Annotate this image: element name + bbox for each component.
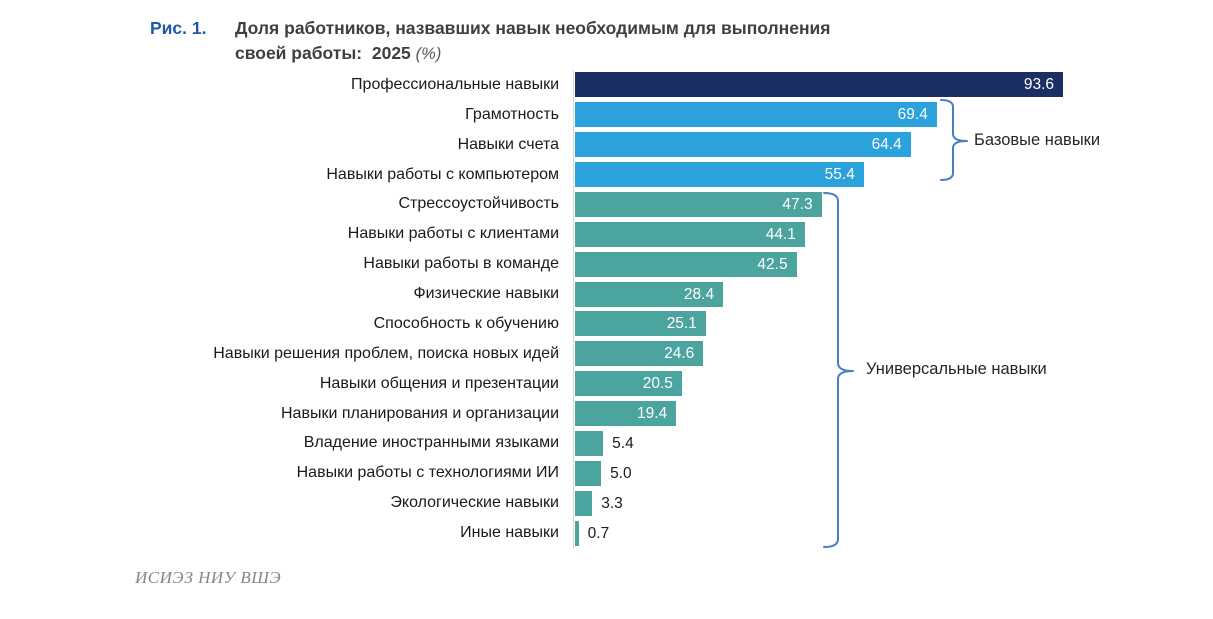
bar-track: 55.4 bbox=[575, 162, 1213, 188]
bar bbox=[575, 490, 593, 516]
bar-track: 44.1 bbox=[575, 221, 1213, 247]
bar: 44.1 bbox=[575, 221, 805, 247]
bar bbox=[575, 460, 602, 486]
value-label: 44.1 bbox=[765, 225, 796, 243]
source-attribution: ИСИЭЗ НИУ ВШЭ bbox=[135, 568, 282, 587]
value-label: 69.4 bbox=[897, 106, 928, 124]
value-label: 25.1 bbox=[666, 315, 697, 333]
bar: 42.5 bbox=[575, 251, 797, 277]
value-label: 24.6 bbox=[664, 345, 695, 363]
value-label: 55.4 bbox=[824, 166, 855, 184]
category-label: Профессиональные навыки bbox=[351, 75, 559, 93]
bar: 55.4 bbox=[575, 162, 864, 188]
bar bbox=[575, 430, 604, 456]
figure-title-line2-text: своей работы: 2025 bbox=[235, 43, 411, 63]
bar-row: Физические навыки 28.4 bbox=[0, 279, 1213, 309]
value-label: 19.4 bbox=[636, 405, 668, 423]
universal-skills-group-label: Универсальные навыки bbox=[866, 360, 1047, 378]
bar-row: Профессиональные навыки 93.6 bbox=[0, 70, 1213, 100]
category-label: Навыки решения проблем, поиска новых иде… bbox=[213, 344, 559, 362]
category-label: Навыки планирования и организации bbox=[280, 404, 559, 422]
basic-skills-bracket bbox=[940, 99, 968, 181]
bar-row: Навыки работы с технологиями ИИ 5.0 bbox=[0, 458, 1213, 488]
figure-number: Рис. 1. bbox=[150, 18, 207, 38]
category-label: Экологические навыки bbox=[390, 494, 559, 512]
bar: 19.4 bbox=[575, 401, 677, 427]
bar: 64.4 bbox=[575, 132, 911, 158]
figure-title-line1: Доля работников, назвавших навык необход… bbox=[235, 18, 831, 38]
bar-track: 25.1 bbox=[575, 311, 1213, 337]
bar-track: 0.7 bbox=[575, 520, 1213, 546]
bar: 24.6 bbox=[575, 341, 704, 367]
bar bbox=[575, 520, 579, 546]
bar-track: 5.0 bbox=[575, 460, 1213, 486]
bar-row: Навыки общения и презентации 20.5 bbox=[0, 369, 1213, 399]
category-label: Иные навыки bbox=[460, 524, 559, 542]
figure-unit: (%) bbox=[415, 45, 442, 63]
category-label: Навыки работы с технологиями ИИ bbox=[296, 464, 559, 482]
bar-track: 3.3 bbox=[575, 490, 1213, 516]
bar-track: 93.6 bbox=[575, 72, 1213, 98]
value-label: 42.5 bbox=[757, 255, 788, 273]
bar: 25.1 bbox=[575, 311, 706, 337]
bar-row: Грамотность 69.4 bbox=[0, 100, 1213, 130]
figure-title: Рис. 1. Доля работников, назвавших навык… bbox=[150, 16, 830, 67]
bar-row: Способность к обучению 25.1 bbox=[0, 309, 1213, 339]
bar: 20.5 bbox=[575, 371, 682, 397]
category-label: Владение иностранными языками bbox=[303, 434, 559, 452]
category-label: Навыки работы с клиентами bbox=[347, 225, 559, 243]
bar-track: 64.4 bbox=[575, 132, 1213, 158]
value-label: 47.3 bbox=[782, 195, 813, 213]
bar-row: Навыки работы в команде 42.5 bbox=[0, 249, 1213, 279]
bar-row: Стрессоустойчивость 47.3 bbox=[0, 190, 1213, 220]
universal-skills-bracket bbox=[823, 192, 854, 548]
value-label: 3.3 bbox=[601, 494, 623, 512]
bar-track: 47.3 bbox=[575, 191, 1213, 217]
value-label: 64.4 bbox=[871, 136, 902, 154]
bar-row: Навыки счета 64.4 bbox=[0, 130, 1213, 160]
bar-row: Навыки решения проблем, поиска новых иде… bbox=[0, 339, 1213, 369]
bar-track: 5.4 bbox=[575, 430, 1213, 456]
bar-row: Иные навыки 0.7 bbox=[0, 518, 1213, 548]
category-label: Навыки счета bbox=[457, 135, 559, 153]
bar-row: Навыки планирования и организации 19.4 bbox=[0, 399, 1213, 429]
bar: 47.3 bbox=[575, 191, 822, 217]
bar-track: 24.6 bbox=[575, 341, 1213, 367]
basic-skills-group-label: Базовые навыки bbox=[974, 131, 1101, 149]
value-label: 93.6 bbox=[1023, 76, 1054, 94]
bar-chart: Профессиональные навыки 93.6 Грамотность 69… bbox=[0, 70, 1213, 548]
category-label: Способность к обучению bbox=[373, 314, 559, 332]
category-label: Стрессоустойчивость bbox=[398, 195, 559, 213]
bar-row: Экологические навыки 3.3 bbox=[0, 488, 1213, 518]
value-axis-line bbox=[573, 70, 574, 548]
category-label: Навыки общения и презентации bbox=[319, 374, 559, 392]
value-label: 5.4 bbox=[612, 434, 634, 452]
category-label: Грамотность bbox=[465, 105, 559, 123]
bar-track: 19.4 bbox=[575, 401, 1213, 427]
bar-track: 20.5 bbox=[575, 371, 1213, 397]
value-label: 5.0 bbox=[610, 464, 632, 482]
category-label: Навыки работы с компьютером bbox=[326, 165, 559, 183]
value-label: 20.5 bbox=[642, 375, 673, 393]
bar-track: 28.4 bbox=[575, 281, 1213, 307]
bar: 93.6 bbox=[575, 72, 1063, 98]
bar-row: Навыки работы с компьютером 55.4 bbox=[0, 160, 1213, 190]
bar-track: 69.4 bbox=[575, 102, 1213, 128]
figure-title-line2: своей работы: 2025 (%) bbox=[235, 41, 830, 67]
bar-track: 42.5 bbox=[575, 251, 1213, 277]
bar: 28.4 bbox=[575, 281, 724, 307]
bar: 69.4 bbox=[575, 102, 937, 128]
category-label: Навыки работы в команде bbox=[363, 255, 559, 273]
category-label: Физические навыки bbox=[413, 285, 559, 303]
bar-row: Владение иностранными языками 5.4 bbox=[0, 429, 1213, 459]
value-label: 0.7 bbox=[587, 524, 610, 542]
value-label: 28.4 bbox=[683, 285, 715, 303]
bar-row: Навыки работы с клиентами 44.1 bbox=[0, 219, 1213, 249]
